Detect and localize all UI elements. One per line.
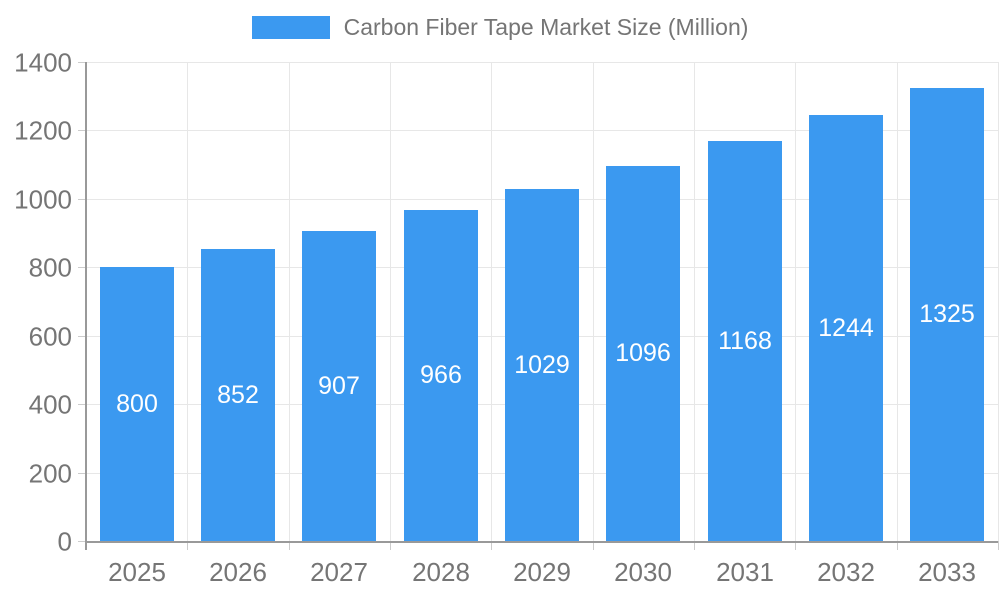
- bar-2028[interactable]: 966: [404, 210, 478, 541]
- x-tick-mark: [694, 541, 695, 550]
- y-axis-label: 400: [28, 389, 72, 420]
- y-axis-label: 1400: [14, 47, 72, 78]
- bar-value-label: 1244: [818, 313, 874, 342]
- y-axis-label: 1000: [14, 184, 72, 215]
- x-axis-label: 2025: [108, 557, 166, 587]
- y-tick-mark: [78, 404, 86, 405]
- bar-2031[interactable]: 1168: [708, 141, 782, 541]
- bar-2026[interactable]: 852: [201, 249, 275, 541]
- bar-value-label: 1029: [514, 350, 570, 379]
- y-axis-label: 800: [28, 252, 72, 283]
- legend-label: Carbon Fiber Tape Market Size (Million): [343, 14, 749, 40]
- v-gridline: [289, 62, 290, 541]
- y-axis-label: 600: [28, 321, 72, 352]
- v-gridline: [187, 62, 188, 541]
- bar-2030[interactable]: 1096: [606, 166, 680, 541]
- x-tick-mark: [795, 541, 796, 550]
- x-tick-mark: [390, 541, 391, 550]
- v-gridline: [998, 62, 999, 541]
- y-tick-mark: [78, 473, 86, 474]
- bar-value-label: 800: [116, 389, 158, 418]
- x-tick-mark: [593, 541, 594, 550]
- y-axis-label: 200: [28, 458, 72, 489]
- x-tick-mark: [897, 541, 898, 550]
- bar-2027[interactable]: 907: [302, 231, 376, 541]
- x-tick-mark: [998, 541, 999, 550]
- x-axis-line: [86, 541, 998, 543]
- x-axis-label: 2028: [412, 557, 470, 587]
- x-axis-label: 2026: [209, 557, 267, 587]
- v-gridline: [897, 62, 898, 541]
- y-tick-mark: [78, 199, 86, 200]
- v-gridline: [694, 62, 695, 541]
- bar-2029[interactable]: 1029: [505, 189, 579, 541]
- y-axis-line: [85, 62, 87, 550]
- bar-2033[interactable]: 1325: [910, 88, 984, 541]
- x-axis-label: 2031: [716, 557, 774, 587]
- x-axis-label: 2032: [817, 557, 875, 587]
- v-gridline: [491, 62, 492, 541]
- h-gridline: [86, 130, 998, 131]
- y-tick-mark: [78, 130, 86, 131]
- h-gridline: [86, 62, 998, 63]
- v-gridline: [593, 62, 594, 541]
- bar-2032[interactable]: 1244: [809, 115, 883, 541]
- bar-value-label: 1325: [919, 300, 975, 328]
- y-axis-label: 1200: [14, 115, 72, 146]
- x-axis-label: 2030: [614, 557, 672, 587]
- v-gridline: [390, 62, 391, 541]
- y-tick-mark: [78, 541, 86, 542]
- y-axis-label: 0: [57, 526, 72, 557]
- bar-value-label: 1096: [615, 339, 671, 367]
- bar-2025[interactable]: 800: [100, 267, 174, 541]
- y-tick-mark: [78, 336, 86, 337]
- y-tick-mark: [78, 267, 86, 268]
- legend: Carbon Fiber Tape Market Size (Million): [0, 14, 1000, 41]
- v-gridline: [795, 62, 796, 541]
- x-axis-label: 2027: [310, 557, 368, 587]
- y-tick-mark: [78, 62, 86, 63]
- x-tick-mark: [289, 541, 290, 550]
- bar-value-label: 907: [318, 371, 360, 400]
- bar-value-label: 966: [420, 361, 462, 389]
- legend-swatch: [251, 16, 330, 39]
- x-axis-label: 2029: [513, 557, 571, 587]
- bar-value-label: 852: [217, 380, 259, 409]
- x-tick-mark: [491, 541, 492, 550]
- x-axis-label: 2033: [918, 557, 976, 587]
- bar-value-label: 1168: [718, 326, 772, 355]
- legend-item[interactable]: Carbon Fiber Tape Market Size (Million): [251, 14, 749, 41]
- x-tick-mark: [187, 541, 188, 550]
